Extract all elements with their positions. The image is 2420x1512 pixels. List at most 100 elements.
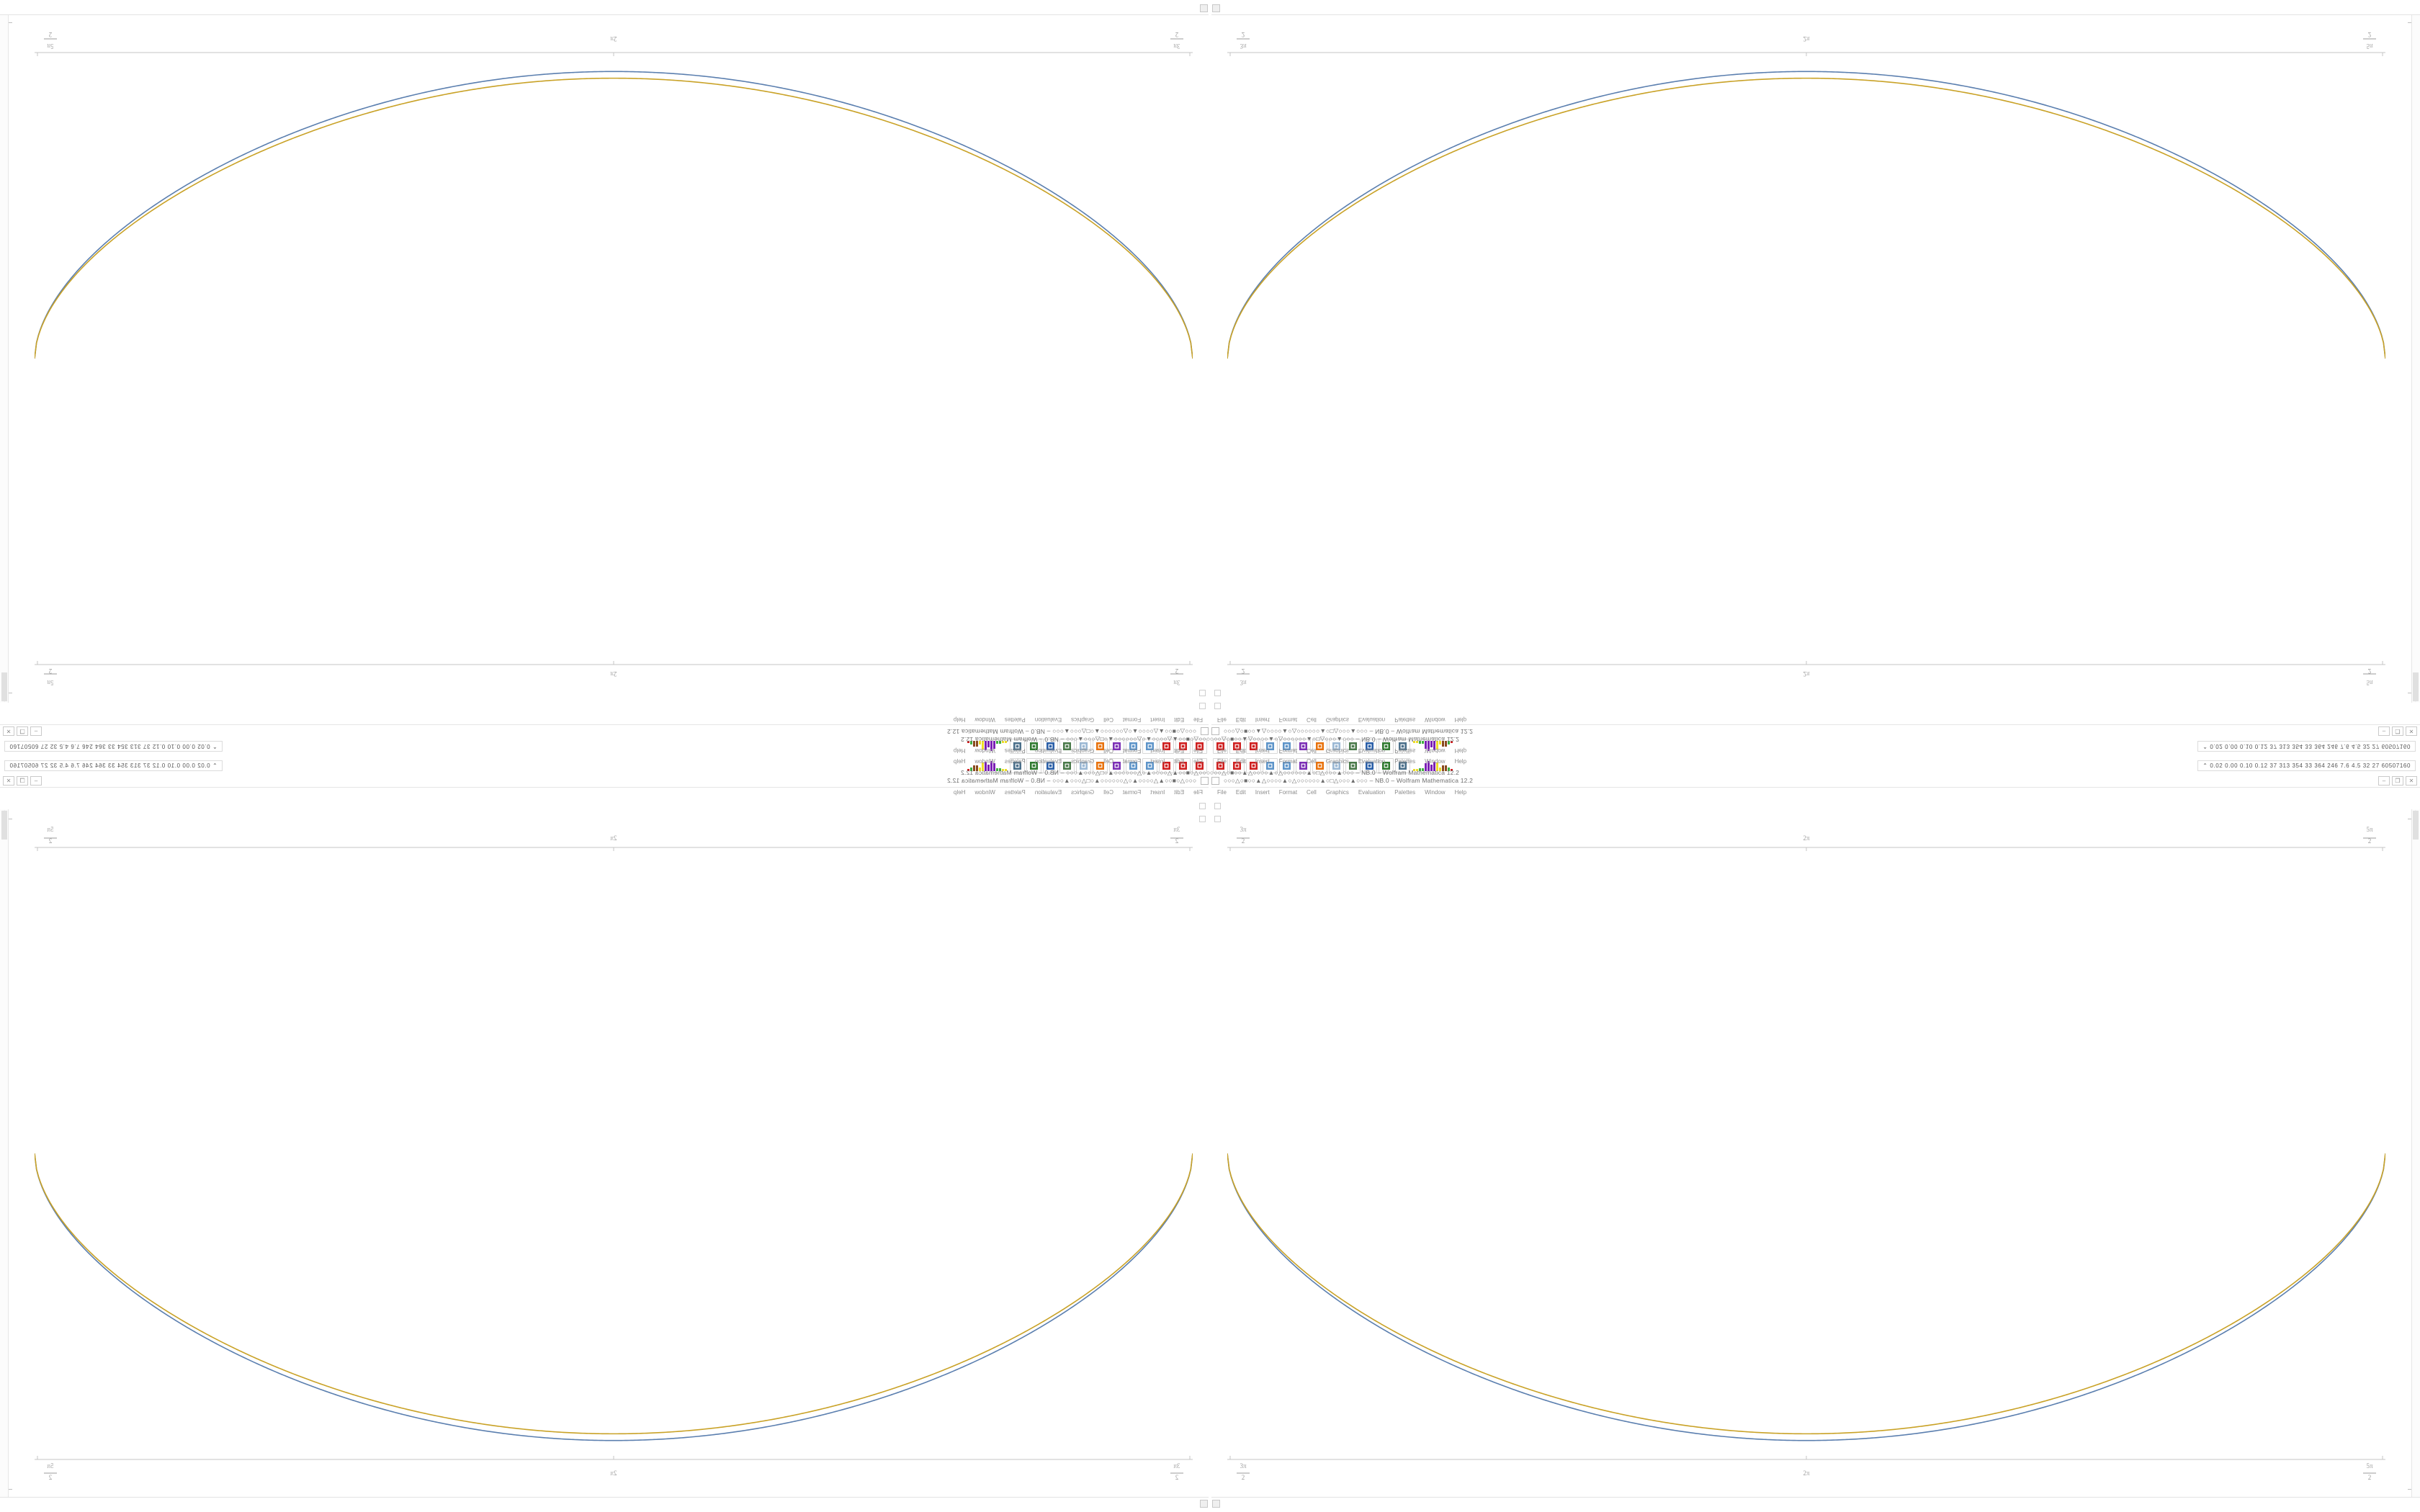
menu-item-file[interactable]: File — [1193, 789, 1203, 796]
notebook-canvas[interactable]: 3π 2 5π 2 2π 3π 2 5π 2 2π ▲ — [0, 797, 1210, 1510]
menu-item-help[interactable]: Help — [1454, 716, 1467, 723]
monitor-icon[interactable] — [1379, 757, 1394, 773]
menu-item-evaluation[interactable]: Evaluation — [1358, 789, 1386, 796]
calculator-icon[interactable] — [1279, 739, 1294, 755]
display-icon[interactable] — [1010, 757, 1025, 773]
settings-icon[interactable] — [1159, 739, 1174, 755]
menu-item-palettes[interactable]: Palettes — [1394, 716, 1416, 723]
menu-item-graphics[interactable]: Graphics — [1071, 716, 1095, 723]
save-icon[interactable] — [1362, 739, 1377, 755]
terminal-icon[interactable] — [1059, 739, 1075, 755]
taskbar-launcher-area[interactable] — [965, 757, 1210, 773]
window-menu-icon[interactable] — [1211, 727, 1219, 735]
cell-marker[interactable] — [1214, 803, 1221, 809]
menu-item-help[interactable]: Help — [1454, 789, 1467, 796]
save-icon[interactable] — [1043, 757, 1058, 773]
calculator-icon[interactable] — [1142, 739, 1157, 755]
cell-marker[interactable] — [1199, 690, 1206, 696]
settings-icon[interactable] — [1246, 739, 1261, 755]
menubar[interactable]: File Edit Insert Format Cell Graphics Ev… — [1210, 788, 2420, 797]
browser-icon[interactable] — [1109, 739, 1124, 755]
notepad-icon[interactable] — [1076, 757, 1091, 773]
monitor-icon[interactable] — [1026, 739, 1041, 755]
window-titlebar[interactable]: ○○○△○■○○▲△○○○○▲○△○○○○○○▲○□△○○○▲○○○ – NB.… — [0, 775, 1210, 788]
browser-icon[interactable] — [1109, 757, 1124, 773]
close-button[interactable]: ✕ — [3, 726, 14, 736]
notebook-canvas[interactable]: 3π 2 5π 2 2π 3π 2 5π 2 2π ▲ — [0, 2, 1210, 715]
taskbar-launcher-area[interactable] — [1210, 757, 1455, 773]
notebook-canvas[interactable]: 3π 2 5π 2 2π 3π 2 5π 2 2π ▲ — [1210, 797, 2420, 1510]
firefox-icon[interactable] — [1093, 739, 1108, 755]
taskbar[interactable]: ⌃ 0.02 0.00 0.10 0.12 37 313 354 33 364 … — [0, 756, 1210, 775]
resize-grip[interactable] — [1200, 1500, 1208, 1508]
restore-button[interactable]: ❐ — [17, 776, 28, 786]
menu-item-evaluation[interactable]: Evaluation — [1034, 716, 1062, 723]
menu-item-graphics[interactable]: Graphics — [1325, 789, 1349, 796]
notebook-canvas[interactable]: 3π 2 5π 2 2π 3π 2 5π 2 2π ▲ — [1210, 2, 2420, 715]
minimize-button[interactable]: – — [2378, 726, 2390, 736]
restore-button[interactable]: ❐ — [17, 726, 28, 736]
minimize-button[interactable]: – — [2378, 776, 2390, 786]
settings-icon[interactable] — [1175, 757, 1191, 773]
taskbar-tray[interactable]: ⌃ 0.02 0.00 0.10 0.12 37 313 354 33 364 … — [0, 760, 965, 771]
mathematica-window[interactable]: ○○○△○■○○▲△○○○○▲○△○○○○○○▲○□△○○○▲○○○ – NB.… — [0, 775, 1210, 1512]
minimize-button[interactable]: – — [30, 726, 42, 736]
taskbar-launcher-area[interactable] — [1210, 739, 1455, 755]
minimize-button[interactable]: – — [30, 776, 42, 786]
window-control-buttons[interactable]: – ❐ ✕ — [2378, 776, 2419, 786]
window-titlebar[interactable]: ○○○△○■○○▲△○○○○▲○△○○○○○○▲○□△○○○▲○○○ – NB.… — [1210, 724, 2420, 737]
menu-item-format[interactable]: Format — [1122, 716, 1142, 723]
menubar[interactable]: File Edit Insert Format Cell Graphics Ev… — [0, 788, 1210, 797]
menu-item-format[interactable]: Format — [1278, 716, 1298, 723]
vertical-scrollbar[interactable]: ▲ — [0, 809, 9, 1498]
window-control-buttons[interactable]: – ❐ ✕ — [1, 726, 42, 736]
firefox-icon[interactable] — [1093, 757, 1108, 773]
vertical-scrollbar[interactable]: ▲ — [2411, 14, 2420, 703]
save-icon[interactable] — [1362, 757, 1377, 773]
mathematica-window[interactable]: ○○○△○■○○▲△○○○○▲○△○○○○○○▲○□△○○○▲○○○ – NB.… — [1210, 775, 2420, 1512]
menu-item-file[interactable]: File — [1217, 716, 1227, 723]
calculator-icon[interactable] — [1126, 757, 1141, 773]
cell-marker[interactable] — [1199, 703, 1206, 709]
menu-item-edit[interactable]: Edit — [1235, 716, 1246, 723]
taskbar-tray[interactable]: ⌃ 0.02 0.00 0.10 0.12 37 313 354 33 364 … — [1455, 741, 2420, 752]
menu-item-window[interactable]: Window — [1425, 716, 1446, 723]
resize-grip[interactable] — [1212, 4, 1220, 12]
scrollbar-thumb[interactable] — [1, 811, 7, 840]
plot-area[interactable]: 3π 2 5π 2 2π 3π 2 5π 2 2π — [1227, 823, 2385, 1484]
menu-item-cell[interactable]: Cell — [1103, 716, 1113, 723]
terminal-icon[interactable] — [1059, 757, 1075, 773]
menu-item-cell[interactable]: Cell — [1307, 716, 1317, 723]
window-titlebar[interactable]: ○○○△○■○○▲△○○○○▲○△○○○○○○▲○□△○○○▲○○○ – NB.… — [0, 724, 1210, 737]
settings-icon[interactable] — [1213, 757, 1228, 773]
close-button[interactable]: ✕ — [2406, 776, 2417, 786]
menu-item-file[interactable]: File — [1193, 716, 1203, 723]
close-button[interactable]: ✕ — [2406, 726, 2417, 736]
calculator-icon[interactable] — [1263, 757, 1278, 773]
terminal-icon[interactable] — [1345, 739, 1361, 755]
display-icon[interactable] — [1395, 757, 1410, 773]
taskbar[interactable]: ⌃ 0.02 0.00 0.10 0.12 37 313 354 33 364 … — [1210, 756, 2420, 775]
calculator-icon[interactable] — [1142, 757, 1157, 773]
settings-icon[interactable] — [1229, 757, 1245, 773]
settings-icon[interactable] — [1229, 739, 1245, 755]
taskbar-launcher-area[interactable] — [965, 739, 1210, 755]
plot-area[interactable]: 3π 2 5π 2 2π 3π 2 5π 2 2π — [1227, 28, 2385, 689]
settings-icon[interactable] — [1213, 739, 1228, 755]
notepad-icon[interactable] — [1076, 739, 1091, 755]
notepad-icon[interactable] — [1329, 739, 1344, 755]
settings-icon[interactable] — [1192, 739, 1207, 755]
scrollbar-thumb[interactable] — [2413, 672, 2419, 701]
menu-item-graphics[interactable]: Graphics — [1071, 789, 1095, 796]
menu-item-evaluation[interactable]: Evaluation — [1034, 789, 1062, 796]
plot-area[interactable]: 3π 2 5π 2 2π 3π 2 5π 2 2π — [35, 823, 1193, 1484]
save-icon[interactable] — [1043, 739, 1058, 755]
menubar[interactable]: File Edit Insert Format Cell Graphics Ev… — [0, 715, 1210, 724]
vertical-scrollbar[interactable]: ▲ — [0, 14, 9, 703]
menu-item-palettes[interactable]: Palettes — [1004, 716, 1026, 723]
browser-icon[interactable] — [1296, 739, 1311, 755]
resize-grip[interactable] — [1200, 4, 1208, 12]
menu-item-file[interactable]: File — [1217, 789, 1227, 796]
calculator-icon[interactable] — [1279, 757, 1294, 773]
cell-marker[interactable] — [1214, 690, 1221, 696]
